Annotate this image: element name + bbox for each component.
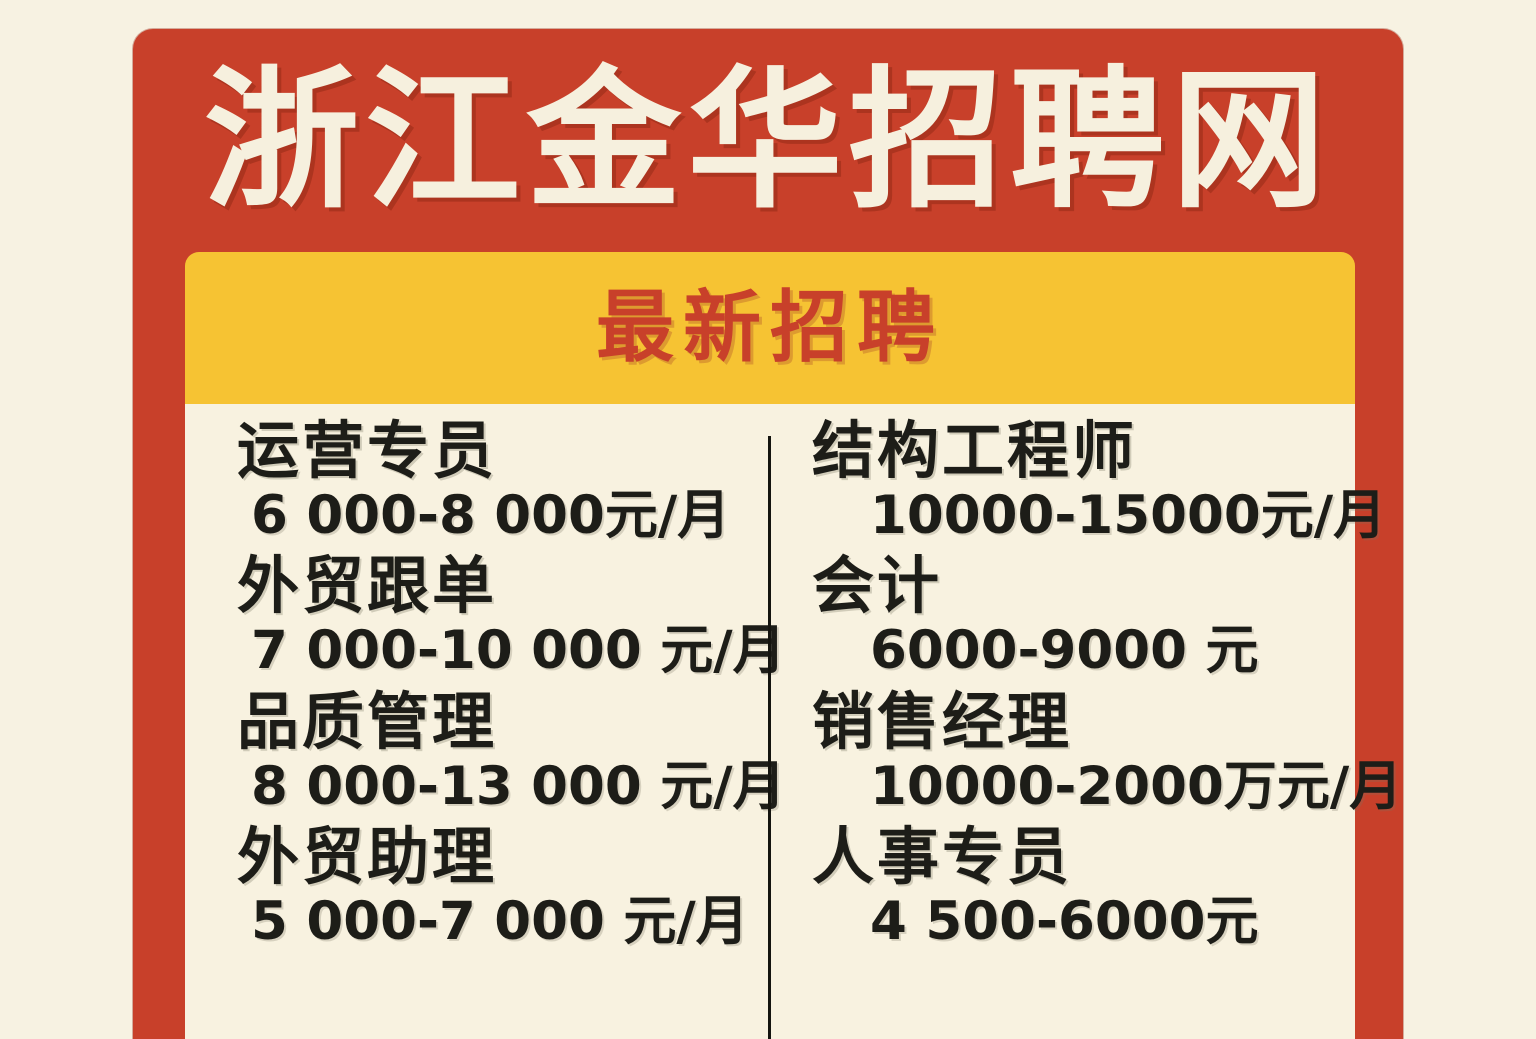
job-listing[interactable]: 会计 6000-9000 元 <box>812 553 1355 682</box>
job-column-left: 运营专员 6 000-8 000元/月 外贸跟单 7 000-10 000 元/… <box>185 404 786 1039</box>
job-title: 运营专员 <box>237 414 498 487</box>
job-title: 结构工程师 <box>812 414 1138 487</box>
job-title: 品质管理 <box>237 684 498 758</box>
job-title: 外贸助理 <box>237 820 498 894</box>
job-salary: 6 000-8 000元/月 <box>251 484 731 546</box>
job-listing[interactable]: 人事专员 4 500-6000元 <box>812 820 1355 953</box>
job-listing[interactable]: 外贸助理 5 000-7 000 元/月 <box>237 820 768 953</box>
job-listing[interactable]: 结构工程师 10000-15000元/月 <box>812 414 1387 547</box>
job-listing[interactable]: 销售经理 10000-2000万元/月 <box>812 684 1403 818</box>
latest-jobs-banner: 最新招聘 <box>185 252 1355 404</box>
job-title: 外贸跟单 <box>237 549 498 623</box>
job-salary: 10000-2000万元/月 <box>870 755 1403 817</box>
job-listing[interactable]: 外贸跟单 7 000-10 000 元/月 <box>237 549 786 682</box>
poster-masthead: 浙江金华招聘网 <box>133 29 1403 252</box>
job-title: 会计 <box>812 549 943 623</box>
site-title: 浙江金华招聘网 <box>203 51 1333 229</box>
job-listings-panel: 运营专员 6 000-8 000元/月 外贸跟单 7 000-10 000 元/… <box>185 404 1403 1039</box>
job-salary: 8 000-13 000 元/月 <box>251 755 786 817</box>
job-salary: 5 000-7 000 元/月 <box>251 891 749 953</box>
job-listing[interactable]: 品质管理 8 000-13 000 元/月 <box>237 684 786 818</box>
job-listing[interactable]: 运营专员 6 000-8 000元/月 <box>237 414 768 547</box>
banner-title: 最新招聘 <box>595 283 944 373</box>
job-title: 销售经理 <box>812 684 1073 758</box>
job-salary: 6000-9000 元 <box>870 620 1259 682</box>
column-divider <box>768 436 771 1039</box>
job-column-right: 结构工程师 10000-15000元/月 会计 6000-9000 元 销售经理… <box>768 404 1403 1039</box>
job-salary: 7 000-10 000 元/月 <box>251 620 786 682</box>
job-salary: 4 500-6000元 <box>870 891 1259 953</box>
poster-red-card: 浙江金华招聘网 最新招聘 运营专员 6 000-8 000元/月 外贸跟单 7 … <box>133 29 1403 1039</box>
job-title: 人事专员 <box>812 820 1073 894</box>
job-salary: 10000-15000元/月 <box>870 484 1387 546</box>
